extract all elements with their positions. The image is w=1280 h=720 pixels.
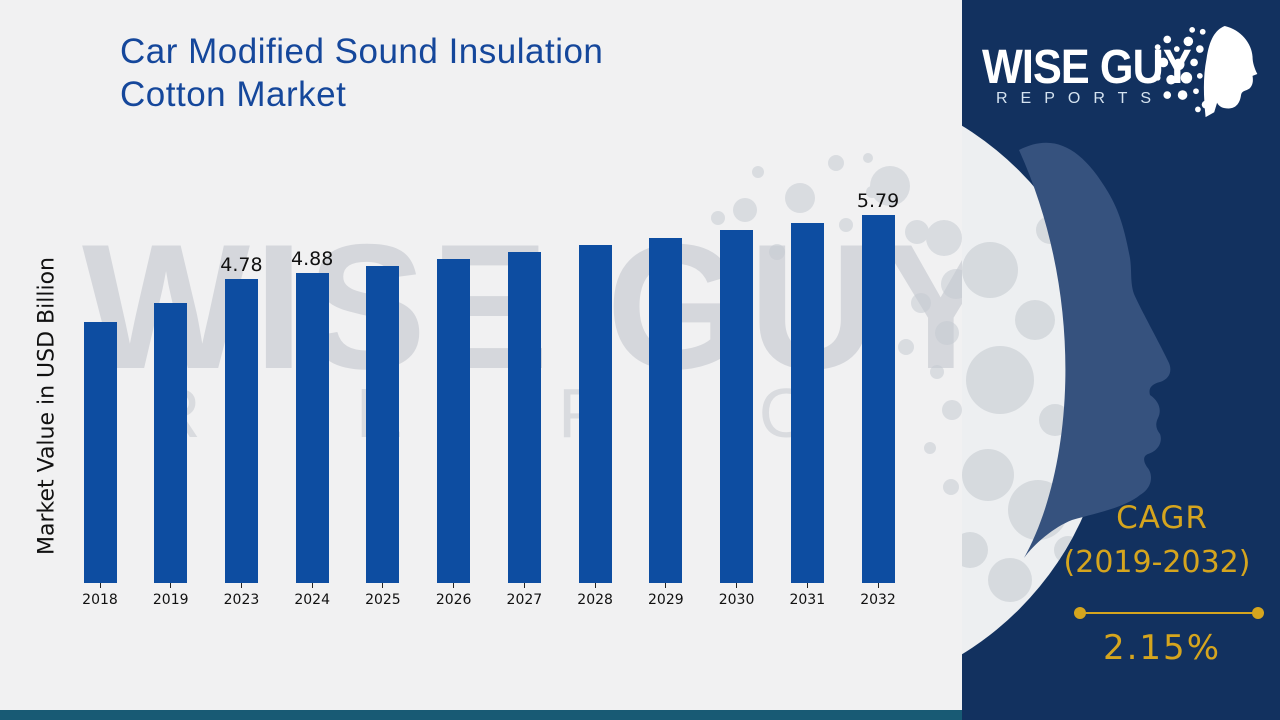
logo-head-icon [1154, 26, 1258, 118]
face-profile-graphic [1019, 142, 1171, 559]
x-axis-tick [594, 583, 596, 588]
bar-2030 [720, 230, 754, 583]
x-axis-tick [240, 583, 242, 588]
x-axis-label-2032: 2032 [860, 592, 896, 608]
circle-blob [1054, 536, 1082, 564]
bar-2032 [861, 215, 895, 583]
cagr-line-right-dot [1252, 607, 1264, 619]
bar-2029 [649, 238, 683, 583]
circle-blob [988, 558, 1032, 602]
bar-2019 [154, 303, 188, 583]
bar-2026 [437, 259, 471, 583]
face-profile-path [1019, 142, 1171, 559]
brand-panel: WISE GUY REPORTS CA [962, 0, 1280, 720]
page-title-line2: Cotton Market [120, 75, 347, 114]
x-axis-tick [311, 583, 313, 588]
x-axis-label-2030: 2030 [718, 592, 755, 608]
x-axis-label-2028: 2028 [577, 592, 613, 608]
circle-blob [966, 346, 1034, 414]
cagr-block: CAGR (2019-2032) 2.15% [1052, 500, 1272, 668]
cagr-value: 2.15% [1102, 628, 1221, 668]
x-axis-tick [99, 583, 101, 588]
cagr-label: CAGR [1116, 500, 1208, 536]
cagr-divider-line [1074, 606, 1264, 620]
x-axis-label-2029: 2029 [648, 592, 684, 608]
bar-2028 [578, 245, 612, 583]
x-axis-tick [453, 583, 455, 588]
bar-value-label-2032: 5.79 [856, 190, 900, 212]
x-axis-label-2024: 2024 [294, 592, 330, 608]
bar-2031 [790, 223, 824, 583]
footer-strip [0, 710, 962, 720]
x-axis-tick [665, 583, 667, 588]
page-title-line1: Car Modified Sound Insulation [120, 32, 604, 71]
logo-subtitle: REPORTS [996, 90, 1165, 107]
bar-value-label-2024: 4.88 [291, 248, 334, 270]
bar-value-label-2023: 4.78 [220, 254, 263, 276]
x-axis-tick [736, 583, 738, 588]
x-axis-tick [170, 583, 172, 588]
brand-logo: WISE GUY REPORTS [962, 0, 1280, 140]
x-axis-tick [877, 583, 879, 588]
cagr-range: (2019-2032) [1063, 545, 1251, 580]
circle-blob [962, 242, 1018, 298]
bar-2025 [366, 266, 400, 583]
x-axis-label-2018: 2018 [82, 592, 118, 608]
page-title: Car Modified Sound Insulation Cotton Mar… [120, 30, 603, 116]
circle-blob [1015, 300, 1055, 340]
x-axis-label-2025: 2025 [365, 592, 401, 608]
bar-2018 [83, 322, 117, 583]
x-axis-label-2031: 2031 [789, 592, 826, 608]
cagr-line-left-dot [1074, 607, 1086, 619]
bar-2023 [224, 279, 258, 583]
circle-blob [962, 449, 1014, 501]
cagr-line-bar [1080, 612, 1258, 614]
x-axis-label-2026: 2026 [435, 592, 472, 608]
bar-2027 [507, 252, 541, 583]
x-axis-label-2023: 2023 [223, 592, 260, 608]
x-axis-label-2027: 2027 [506, 592, 543, 608]
x-axis-tick [806, 583, 808, 588]
bar-2024 [295, 273, 329, 583]
x-axis-tick [523, 583, 525, 588]
x-axis-label-2019: 2019 [152, 592, 189, 608]
x-axis-tick [382, 583, 384, 588]
